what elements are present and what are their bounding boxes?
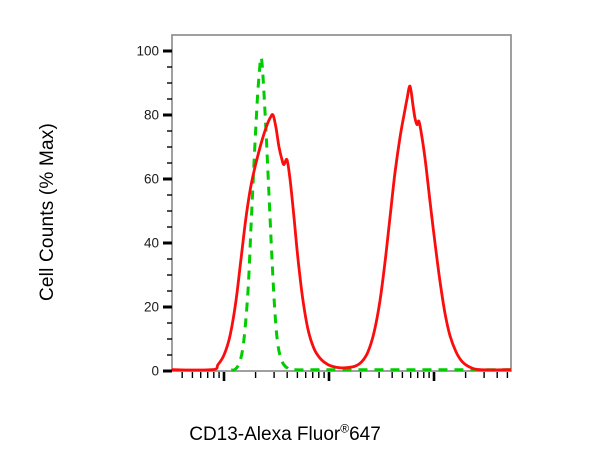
isotype-control-green-dashed-curve: [231, 55, 511, 372]
registered-trademark-icon: ®: [340, 421, 350, 436]
plot-frame: [171, 34, 512, 372]
y-axis-tick-label: 40: [144, 236, 159, 251]
y-axis-tick-label: 20: [144, 300, 159, 315]
y-axis-tick-label: 100: [136, 44, 159, 59]
y-axis-tick-label: 60: [144, 172, 159, 187]
y-axis-tick-label: 80: [144, 108, 159, 123]
y-axis-tick-label: 0: [151, 364, 159, 379]
y-axis-title: Cell Counts (% Max): [37, 123, 59, 301]
cd13-stained-red-solid-curve: [171, 84, 512, 372]
y-axis-title-text: Cell Counts (% Max): [37, 122, 58, 302]
x-axis-title: CD13-Alexa Fluor®647: [160, 421, 410, 446]
x-axis-title-main: CD13-Alexa Fluor: [189, 424, 341, 445]
x-axis-title-suffix: 647: [349, 424, 381, 445]
